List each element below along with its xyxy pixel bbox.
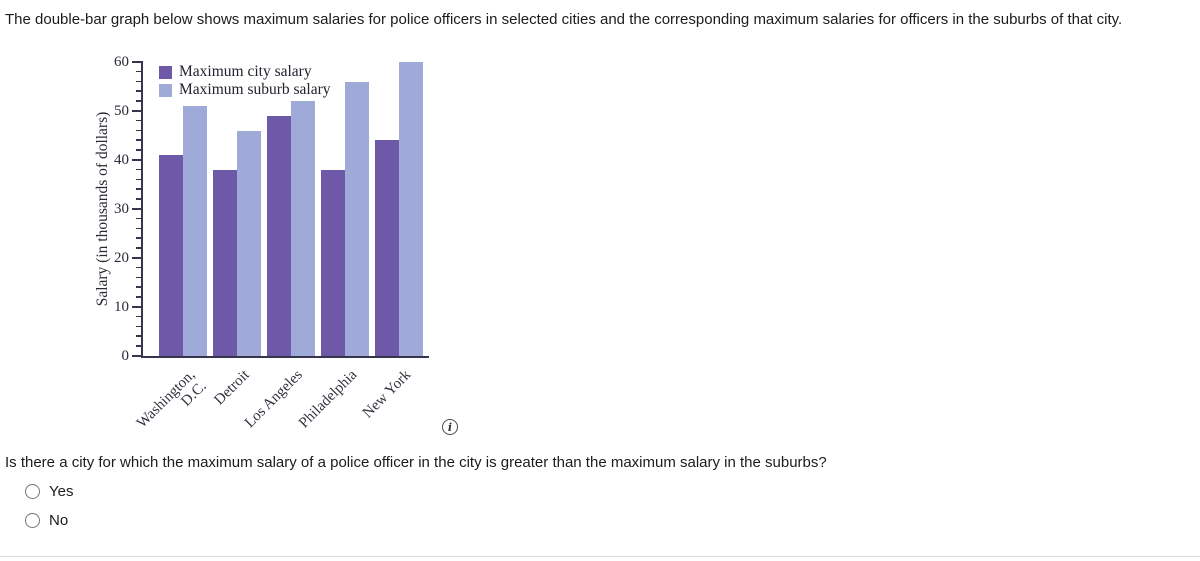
- y-minor-tick: [136, 90, 143, 92]
- y-minor-tick: [136, 119, 143, 122]
- y-tick-label: 30: [114, 201, 129, 217]
- x-tick-label: Washington, D.C.: [133, 367, 210, 432]
- legend-label-city: Maximum city salary: [179, 63, 312, 80]
- suburb-salary-bar: [399, 62, 423, 356]
- y-minor-tick: [136, 198, 143, 200]
- y-major-tick: [132, 110, 143, 112]
- y-minor-tick: [136, 129, 143, 132]
- x-tick-label: New York: [359, 367, 415, 422]
- y-tick-label: 40: [114, 152, 129, 168]
- y-major-tick: [132, 306, 143, 308]
- y-minor-tick: [136, 247, 143, 249]
- y-minor-tick: [136, 188, 143, 190]
- y-minor-tick: [136, 149, 143, 151]
- suburb-salary-bar: [237, 130, 261, 356]
- legend-label-suburb: Maximum suburb salary: [179, 81, 331, 98]
- exercise-prompt: The double-bar graph below shows maximum…: [5, 11, 1123, 28]
- y-tick-label: 0: [121, 348, 130, 364]
- y-major-tick: [132, 159, 143, 161]
- y-minor-tick: [136, 217, 143, 220]
- y-major-tick: [132, 61, 143, 63]
- y-tick-label: 20: [114, 250, 129, 266]
- bottom-divider: [0, 556, 1200, 557]
- city-salary-bar: [267, 115, 291, 356]
- radio-label-no: No: [49, 512, 69, 529]
- y-minor-tick: [136, 178, 143, 181]
- y-minor-tick: [136, 266, 143, 269]
- city-salary-bar: [321, 169, 345, 356]
- bars: [143, 62, 429, 356]
- question-text: Is there a city for which the maximum sa…: [5, 454, 827, 471]
- y-tick-label: 50: [114, 103, 129, 119]
- radio-label-yes: Yes: [49, 483, 74, 500]
- legend-row-suburb: Maximum suburb salary: [159, 81, 331, 99]
- legend-swatch-city: [159, 65, 172, 79]
- bar-group: [267, 101, 315, 356]
- suburb-salary-bar: [183, 106, 207, 356]
- legend: Maximum city salary Maximum suburb salar…: [159, 63, 331, 99]
- y-major-tick: [132, 208, 143, 210]
- radio-button-yes[interactable]: [25, 484, 40, 499]
- legend-row-city: Maximum city salary: [159, 63, 331, 81]
- radio-option-no[interactable]: No: [25, 512, 68, 529]
- y-minor-tick: [136, 345, 143, 347]
- y-minor-tick: [136, 227, 143, 230]
- y-minor-tick: [136, 139, 143, 141]
- suburb-salary-bar: [291, 101, 315, 356]
- y-minor-tick: [136, 296, 143, 298]
- plot-area: Maximum city salary Maximum suburb salar…: [132, 61, 429, 358]
- bar-group: [321, 81, 369, 356]
- city-salary-bar: [213, 169, 237, 356]
- x-tick-label: Detroit: [210, 367, 253, 409]
- y-minor-tick: [136, 80, 143, 83]
- city-salary-bar: [375, 140, 399, 356]
- y-major-tick: [132, 257, 143, 259]
- y-minor-tick: [136, 237, 143, 239]
- y-tick-label: 60: [114, 54, 129, 70]
- y-minor-tick: [136, 168, 143, 171]
- y-tick-label: 10: [114, 299, 129, 315]
- radio-option-yes[interactable]: Yes: [25, 483, 73, 500]
- y-tick-labels: 0 10 20 30 40 50 60: [95, 54, 129, 364]
- y-minor-tick: [136, 325, 143, 328]
- city-salary-bar: [159, 155, 183, 356]
- radio-button-no[interactable]: [25, 513, 40, 528]
- suburb-salary-bar: [345, 81, 369, 356]
- info-icon[interactable]: i: [442, 419, 458, 435]
- y-major-tick: [132, 355, 143, 357]
- x-labels: Washington, D.C. Detroit Los Angeles Philad…: [134, 362, 427, 432]
- y-minor-tick: [136, 315, 143, 318]
- y-minor-tick: [136, 100, 143, 102]
- legend-swatch-suburb: [159, 83, 172, 97]
- bar-group: [375, 62, 423, 356]
- y-minor-tick: [136, 286, 143, 288]
- bar-group: [159, 106, 207, 356]
- bar-group: [213, 130, 261, 356]
- y-minor-tick: [136, 335, 143, 337]
- y-minor-tick: [136, 70, 143, 73]
- y-minor-tick: [136, 276, 143, 279]
